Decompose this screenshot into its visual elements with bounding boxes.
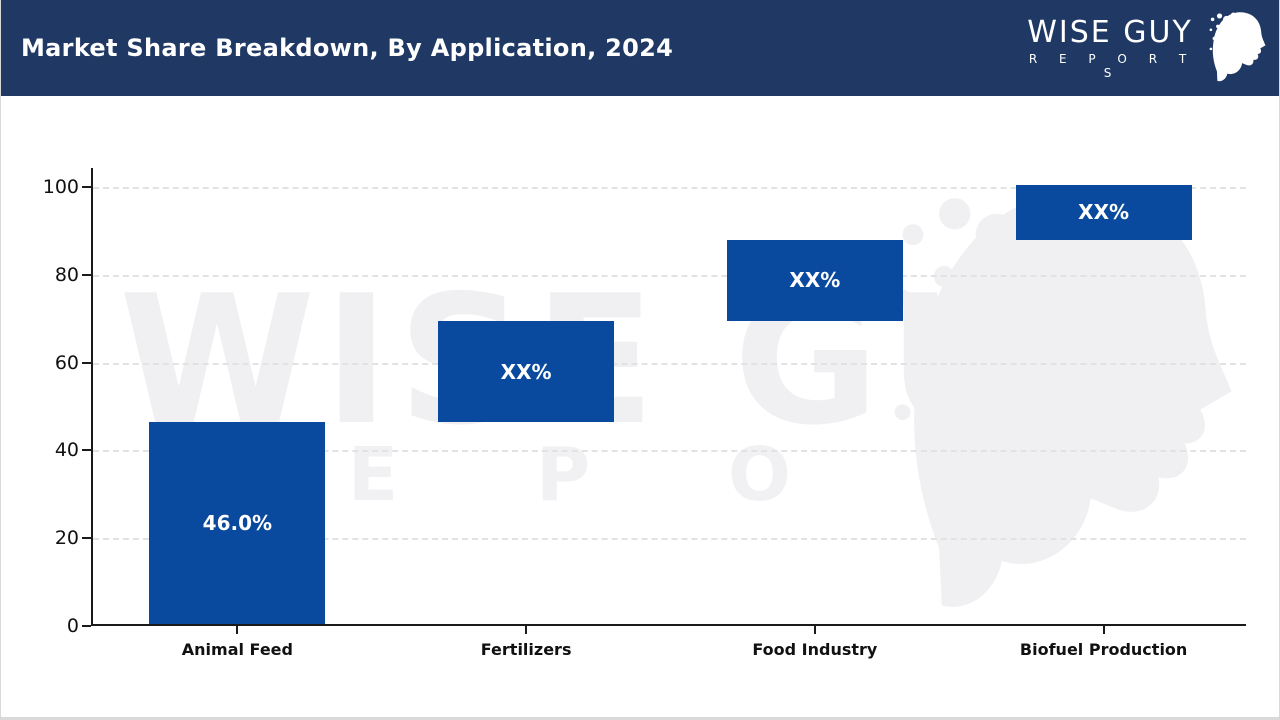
plot-area: 0 20 40 60 80 100 46.0% Animal Feed XX% Fertilize… — [43, 168, 1246, 659]
gridline-y60 — [93, 362, 1246, 365]
y-tick-mark — [82, 537, 91, 540]
bar-value-label: 46.0% — [202, 511, 273, 536]
y-tick-mark — [82, 186, 91, 188]
y-tick-label-100: 100 — [42, 176, 79, 198]
brand-logo-subtitle: R E P O R T S — [1028, 52, 1196, 80]
x-tick-mark — [813, 626, 816, 634]
y-tick-mark — [82, 449, 91, 452]
y-tick-label-20: 20 — [54, 527, 79, 550]
x-category-label-animal-feed: Animal Feed — [181, 640, 293, 659]
gridline-y20 — [93, 538, 1246, 541]
brand-logo: WISE GUY R E P O R T S — [1017, 8, 1267, 88]
bar-food-industry: XX% — [726, 239, 903, 322]
gridline-y80 — [93, 274, 1246, 277]
x-category-label-biofuel-production: Biofuel Production — [1019, 640, 1188, 659]
y-tick-mark — [82, 625, 91, 627]
bar-animal-feed: 46.0% — [149, 422, 326, 624]
gridline-y100 — [93, 187, 1246, 189]
x-tick-mark — [1102, 626, 1105, 634]
header-bar: Market Share Breakdown, By Application, … — [1, 0, 1279, 96]
y-tick-label-80: 80 — [54, 263, 79, 286]
y-tick-mark — [82, 361, 91, 364]
x-category-label-food-industry: Food Industry — [752, 640, 878, 659]
bar-value-label: XX% — [500, 359, 552, 384]
brand-logo-text: WISE GUY R E P O R T S — [1017, 15, 1203, 81]
y-tick-mark — [82, 273, 91, 276]
y-tick-label-40: 40 — [54, 439, 79, 462]
brand-face-icon — [1209, 12, 1266, 82]
y-tick-label-60: 60 — [54, 351, 79, 374]
y-tick-label-0: 0 — [66, 615, 79, 637]
x-category-label-fertilizers: Fertilizers — [480, 640, 572, 659]
brand-logo-name: WISE GUY — [1027, 15, 1193, 50]
bar-biofuel-production: XX% — [1015, 185, 1192, 240]
page-title: Market Share Breakdown, By Application, … — [21, 34, 674, 62]
x-tick-mark — [525, 626, 528, 634]
bar-value-label: XX% — [789, 268, 841, 293]
bar-fertilizers: XX% — [438, 321, 615, 423]
gridline-y40 — [93, 450, 1246, 453]
bar-value-label: XX% — [1078, 200, 1130, 225]
x-tick-mark — [236, 626, 239, 634]
